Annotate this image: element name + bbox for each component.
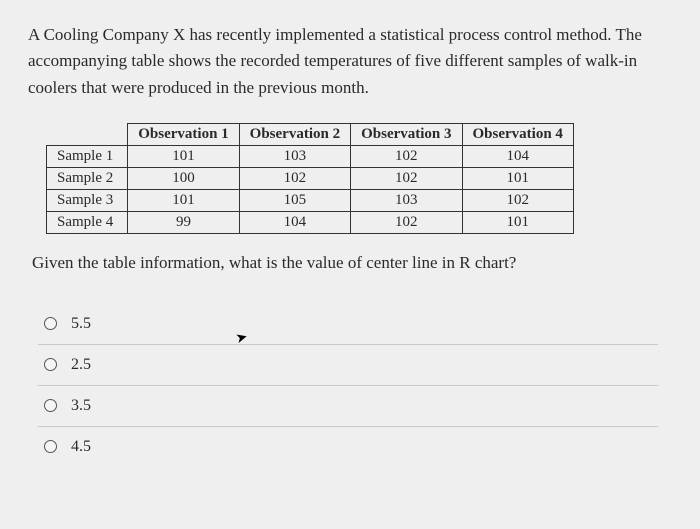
table-cell: 104 (462, 146, 573, 168)
table-row: Sample 3 101 105 103 102 (47, 190, 574, 212)
table-cell: 105 (239, 190, 350, 212)
radio-icon[interactable] (44, 399, 57, 412)
option-row[interactable]: 2.5 (38, 345, 658, 386)
table-cell: 100 (128, 168, 239, 190)
table-row: Sample 4 99 104 102 101 (47, 212, 574, 234)
table-cell: 101 (128, 146, 239, 168)
table-cell: 103 (351, 190, 462, 212)
row-label: Sample 1 (47, 146, 128, 168)
table-cell: 101 (462, 212, 573, 234)
radio-icon[interactable] (44, 440, 57, 453)
table-cell: 102 (351, 212, 462, 234)
row-label: Sample 3 (47, 190, 128, 212)
table-cell: 103 (239, 146, 350, 168)
option-label: 5.5 (71, 315, 91, 333)
table-cell: 102 (239, 168, 350, 190)
option-label: 3.5 (71, 397, 91, 415)
col-header: Observation 1 (128, 124, 239, 146)
table-row: Sample 1 101 103 102 104 (47, 146, 574, 168)
col-header: Observation 3 (351, 124, 462, 146)
table-cell: 102 (351, 146, 462, 168)
option-row[interactable]: 5.5 (38, 304, 658, 345)
col-header: Observation 2 (239, 124, 350, 146)
option-row[interactable]: 4.5 (38, 427, 658, 467)
option-label: 2.5 (71, 356, 91, 374)
table-row: Sample 2 100 102 102 101 (47, 168, 574, 190)
table-cell: 99 (128, 212, 239, 234)
table-cell: 101 (462, 168, 573, 190)
col-header: Observation 4 (462, 124, 573, 146)
row-label: Sample 4 (47, 212, 128, 234)
row-label: Sample 2 (47, 168, 128, 190)
table-cell: 102 (462, 190, 573, 212)
answer-options: 5.5 2.5 3.5 4.5 (38, 304, 672, 467)
table-cell: 104 (239, 212, 350, 234)
table-cell: 102 (351, 168, 462, 190)
radio-icon[interactable] (44, 317, 57, 330)
question-intro: A Cooling Company X has recently impleme… (28, 22, 672, 101)
option-row[interactable]: 3.5 (38, 386, 658, 427)
radio-icon[interactable] (44, 358, 57, 371)
table-cell: 101 (128, 190, 239, 212)
table-corner (47, 124, 128, 146)
data-table: Observation 1 Observation 2 Observation … (46, 123, 574, 234)
question-followup: Given the table information, what is the… (32, 250, 672, 276)
option-label: 4.5 (71, 438, 91, 456)
